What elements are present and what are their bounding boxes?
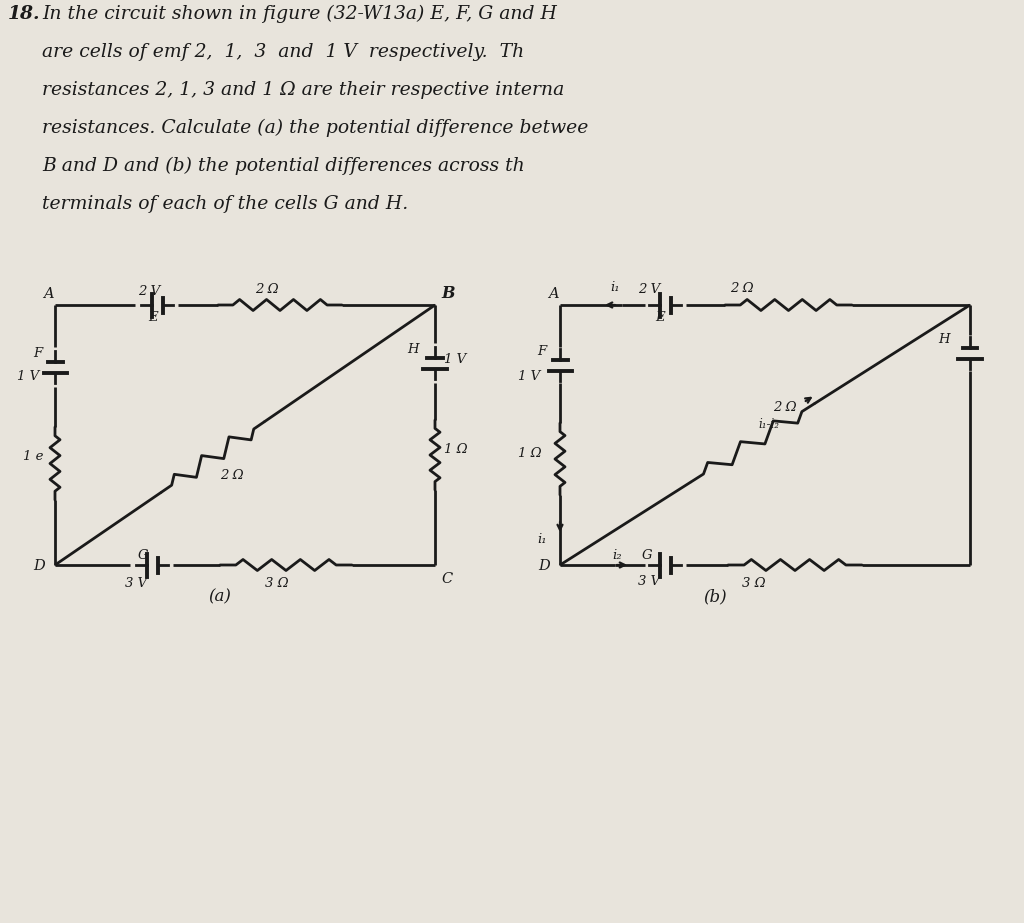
Text: 3 Ω: 3 Ω <box>265 577 289 590</box>
Text: F: F <box>33 347 42 360</box>
Text: 1 V: 1 V <box>444 353 466 366</box>
Text: In the circuit shown in figure (32-W13a) E, F, G and H: In the circuit shown in figure (32-W13a)… <box>42 5 557 23</box>
Text: B and D and (b) the potential differences across th: B and D and (b) the potential difference… <box>42 157 524 175</box>
Text: 3 V: 3 V <box>125 577 147 590</box>
Text: 2 Ω: 2 Ω <box>773 401 797 414</box>
Text: H: H <box>407 343 419 356</box>
Text: 2 V: 2 V <box>138 285 160 298</box>
Text: 2 Ω: 2 Ω <box>255 283 279 296</box>
Text: D: D <box>538 559 550 573</box>
Text: i₁: i₁ <box>610 281 620 294</box>
Text: 3 V: 3 V <box>638 575 660 588</box>
Text: G: G <box>138 549 148 562</box>
Text: H: H <box>938 333 949 346</box>
Text: resistances. Calculate (a) the potential difference betwee: resistances. Calculate (a) the potential… <box>42 119 589 138</box>
Text: 1 Ω: 1 Ω <box>518 447 542 460</box>
Text: 1 Ω: 1 Ω <box>444 443 468 456</box>
Text: (a): (a) <box>209 588 231 605</box>
Text: (b): (b) <box>703 588 727 605</box>
Text: F: F <box>537 345 546 358</box>
Text: 2 Ω: 2 Ω <box>220 469 244 482</box>
Text: A: A <box>548 287 559 301</box>
Text: C: C <box>441 572 453 586</box>
Text: G: G <box>642 549 652 562</box>
Text: resistances 2, 1, 3 and 1 Ω are their respective interna: resistances 2, 1, 3 and 1 Ω are their re… <box>42 81 564 99</box>
Text: 18.: 18. <box>8 5 41 23</box>
Text: are cells of emf 2,  1,  3  and  1 V  respectively.  Th: are cells of emf 2, 1, 3 and 1 V respect… <box>42 43 524 61</box>
Text: 1 V: 1 V <box>17 370 39 383</box>
Text: 1 e: 1 e <box>23 450 43 463</box>
Text: terminals of each of the cells G and H.: terminals of each of the cells G and H. <box>42 195 409 213</box>
Text: 2 V: 2 V <box>638 283 660 296</box>
Text: i₂: i₂ <box>612 549 622 562</box>
Text: E: E <box>148 311 158 324</box>
Text: B: B <box>441 285 455 302</box>
Text: 2 Ω: 2 Ω <box>730 282 754 295</box>
Text: A: A <box>43 287 53 301</box>
Text: 1 V: 1 V <box>518 370 541 383</box>
Text: D: D <box>33 559 45 573</box>
Text: i₁-i₂: i₁-i₂ <box>759 418 779 431</box>
Text: E: E <box>655 311 665 324</box>
Text: i₁: i₁ <box>537 533 547 546</box>
Text: 3 Ω: 3 Ω <box>742 577 766 590</box>
